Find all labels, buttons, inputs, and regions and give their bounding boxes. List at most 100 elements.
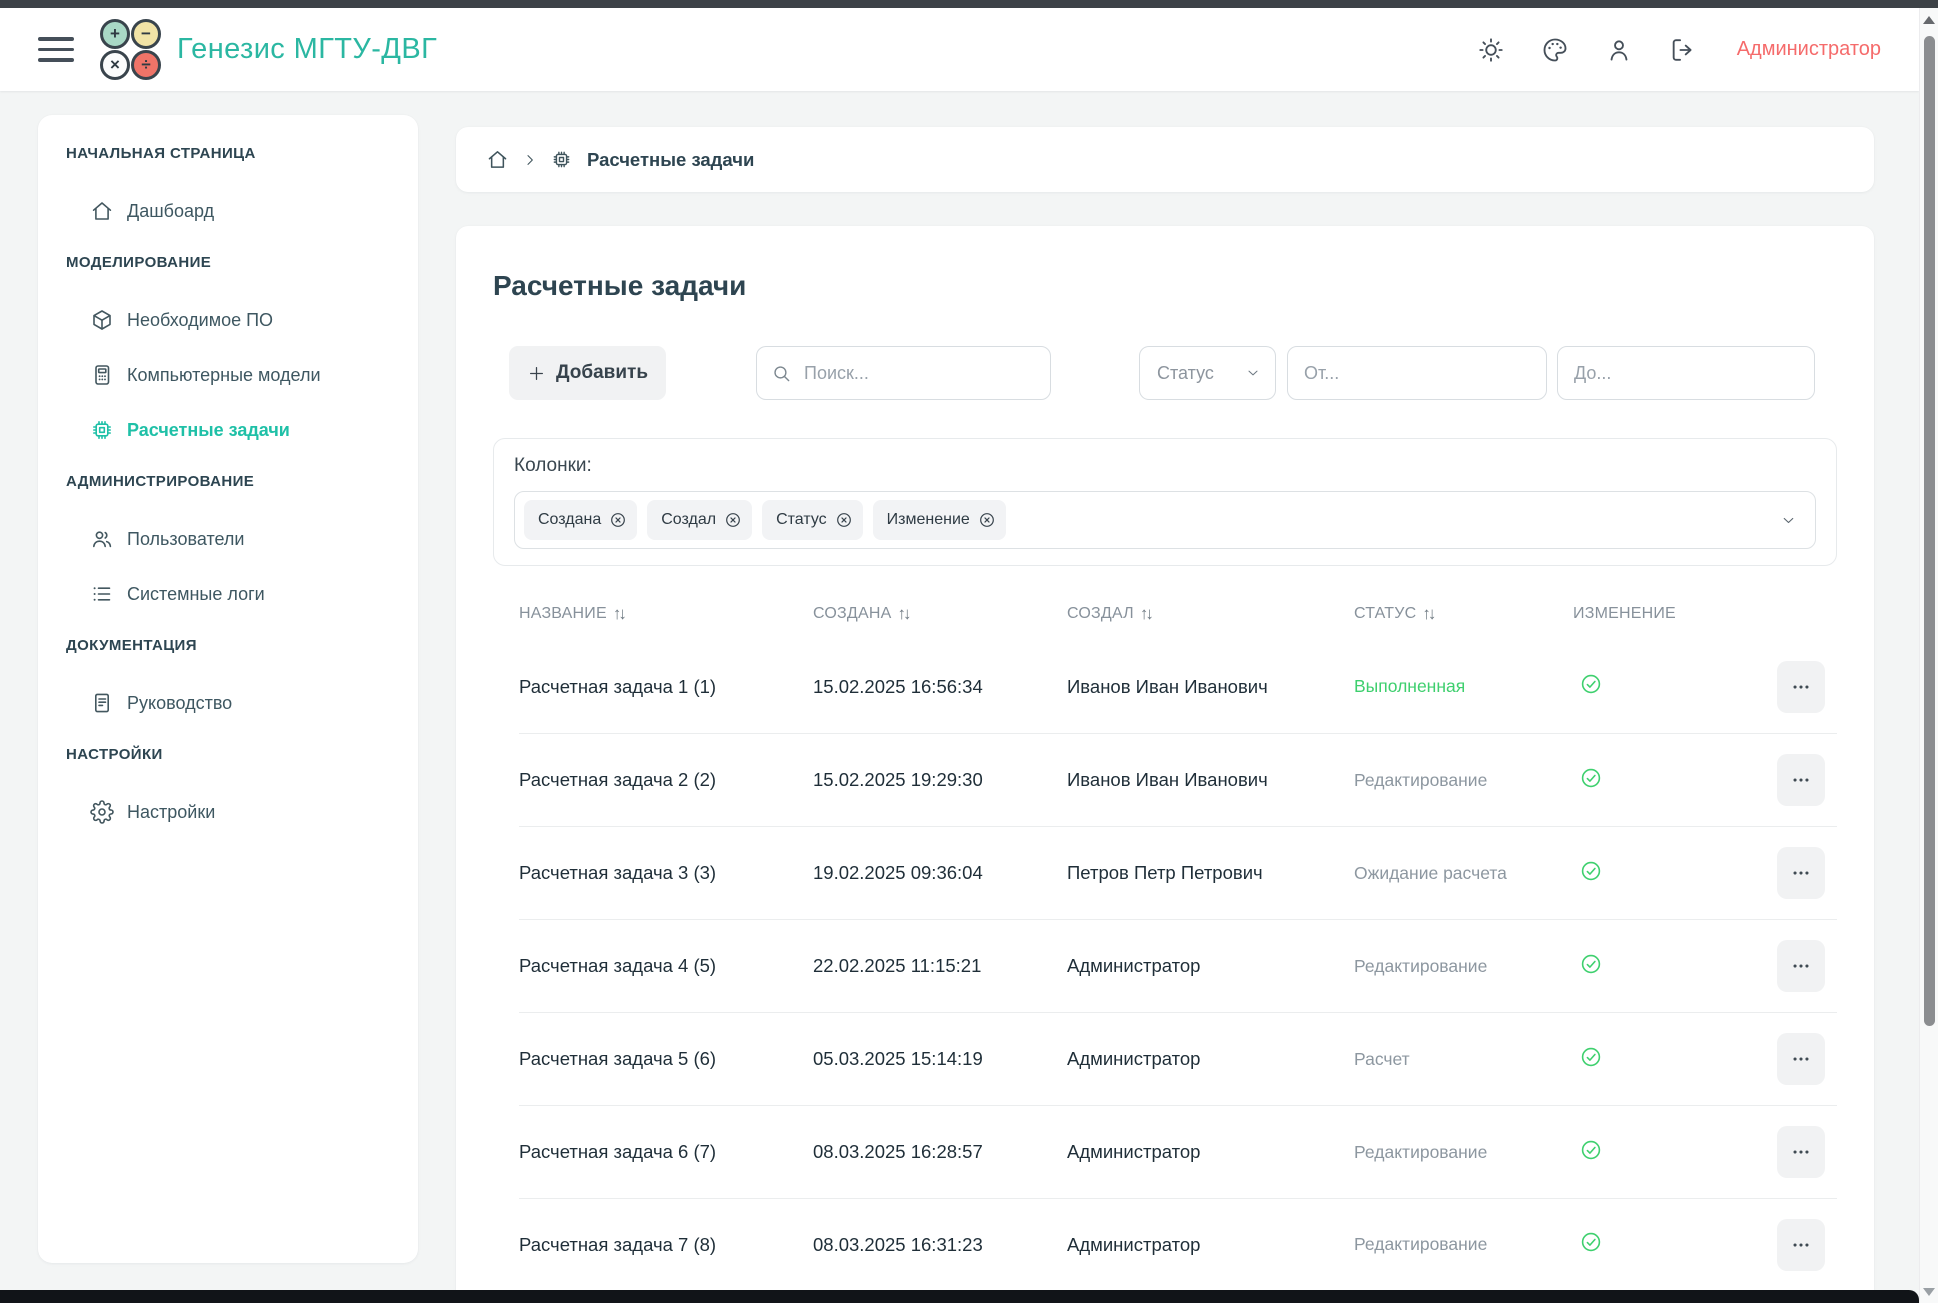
task-author-cell: Администратор [1067, 1141, 1201, 1162]
list-icon [90, 582, 114, 606]
page-title: Расчетные задачи [493, 270, 747, 301]
column-header: ИЗМЕНЕНИЕ [1573, 605, 1725, 623]
logo-divide-circle: ÷ [131, 50, 161, 80]
sort-arrows-icon: ↑↓ [612, 604, 627, 623]
remove-chip-icon[interactable] [609, 511, 627, 529]
sidebar-item-label: Пользователи [127, 528, 245, 549]
task-change-cell [1573, 859, 1725, 888]
sidebar-item-label: Настройки [127, 801, 216, 822]
check-circle-icon [1579, 952, 1603, 976]
table-row: Расчетная задача 7 (8) 08.03.2025 16:31:2… [519, 1198, 1837, 1291]
check-circle-icon [1579, 859, 1603, 883]
search-box [756, 346, 1051, 400]
sidebar-item-settings[interactable]: Настройки [90, 800, 390, 824]
task-actions-cell [1725, 1126, 1837, 1178]
logo-plus-circle: + [100, 19, 130, 49]
table-row: Расчетная задача 2 (2) 15.02.2025 19:29:3… [519, 733, 1837, 826]
row-actions-button[interactable] [1777, 660, 1825, 713]
task-change-cell [1573, 1138, 1725, 1167]
chip-icon [551, 149, 572, 170]
task-status-cell: Редактирование [1354, 1141, 1488, 1162]
theme-toggle-button[interactable] [1477, 36, 1505, 64]
window-top-strip [0, 0, 1938, 8]
sidebar-item-logs[interactable]: Системные логи [90, 582, 390, 606]
task-change-cell [1573, 672, 1725, 701]
home-icon[interactable] [486, 148, 509, 171]
remove-chip-icon[interactable] [835, 511, 853, 529]
column-header[interactable]: СОЗДАНА ↑↓ [813, 604, 1067, 624]
sidebar-section-label: НАЧАЛЬНАЯ СТРАНИЦА [66, 145, 256, 162]
sidebar-item-users[interactable]: Пользователи [90, 527, 390, 551]
logout-button[interactable] [1669, 36, 1697, 64]
ellipsis-icon [1790, 862, 1812, 884]
header-actions: Администратор [1477, 36, 1881, 64]
status-filter-label: Статус [1157, 362, 1214, 383]
columns-expand-icon[interactable] [1780, 512, 1797, 529]
sidebar-item-label: Руководство [127, 692, 233, 713]
chevron-down-icon [1245, 365, 1261, 381]
row-actions-button[interactable] [1777, 1033, 1825, 1085]
table-row: Расчетная задача 4 (5) 22.02.2025 11:15:2… [519, 919, 1837, 1012]
ellipsis-icon [1790, 676, 1812, 698]
book-icon [90, 691, 114, 715]
row-actions-button[interactable] [1777, 1126, 1825, 1178]
sidebar-section-label: АДМИНИСТРИРОВАНИЕ [66, 473, 255, 490]
row-actions-button[interactable] [1777, 754, 1825, 806]
sidebar-item-dashboard[interactable]: Дашбоард [90, 199, 390, 223]
profile-button[interactable] [1605, 36, 1633, 64]
sidebar-item-tasks[interactable]: Расчетные задачи [90, 418, 390, 442]
ellipsis-icon [1790, 955, 1812, 977]
task-actions-cell [1725, 660, 1837, 713]
column-header-label: ИЗМЕНЕНИЕ [1573, 605, 1676, 622]
task-status-cell: Расчет [1354, 1048, 1410, 1069]
sidebar-item-models[interactable]: Компьютерные модели [90, 363, 390, 387]
scroll-up-arrow-icon[interactable] [1923, 16, 1935, 24]
task-created-cell: 15.02.2025 16:56:34 [813, 675, 983, 697]
tasks-panel: Расчетные задачи Добавить Статус [456, 226, 1874, 1303]
column-chip-label: Создана [538, 511, 602, 528]
column-header[interactable]: НАЗВАНИЕ ↑↓ [519, 604, 813, 624]
menu-toggle-button[interactable] [38, 37, 74, 62]
sidebar-item-label: Системные логи [127, 583, 265, 604]
task-created-cell: 08.03.2025 16:31:23 [813, 1233, 983, 1255]
column-header-label: СОЗДАНА [813, 605, 892, 622]
column-chip: Создал [647, 500, 753, 540]
row-actions-button[interactable] [1777, 1218, 1825, 1271]
vertical-scrollbar [1919, 8, 1938, 1303]
add-task-label: Добавить [555, 362, 649, 383]
date-to-input[interactable] [1557, 346, 1815, 400]
column-header[interactable]: СТАТУС ↑↓ [1354, 604, 1573, 624]
remove-chip-icon[interactable] [724, 511, 742, 529]
main-column: Расчетные задачи Расчетные задачи Добави… [456, 91, 1874, 1303]
add-task-button[interactable]: Добавить [509, 346, 666, 400]
sidebar-item-label: Дашбоард [127, 200, 215, 221]
column-header[interactable]: СОЗДАЛ ↑↓ [1067, 604, 1354, 624]
status-filter-select[interactable]: Статус [1139, 346, 1276, 400]
check-circle-icon [1579, 766, 1603, 790]
scrollbar-thumb[interactable] [1924, 36, 1935, 1026]
task-author-cell: Администратор [1067, 1048, 1201, 1069]
date-from-input[interactable] [1287, 346, 1547, 400]
breadcrumb: Расчетные задачи [456, 127, 1874, 192]
remove-chip-icon[interactable] [978, 511, 996, 529]
task-status-cell: Редактирование [1354, 1234, 1488, 1254]
palette-button[interactable] [1541, 36, 1569, 64]
column-chip: Статус [762, 500, 863, 540]
search-input[interactable] [802, 361, 1036, 385]
row-actions-button[interactable] [1777, 847, 1825, 899]
logo-times-circle: × [100, 50, 130, 80]
sidebar: НАЧАЛЬНАЯ СТРАНИЦА Дашбоард МОДЕЛИРОВАНИЕ Н… [38, 115, 418, 1263]
plus-icon [527, 364, 546, 383]
sidebar-item-software[interactable]: Необходимое ПО [90, 308, 390, 332]
table-row: Расчетная задача 3 (3) 19.02.2025 09:36:0… [519, 826, 1837, 919]
task-actions-cell [1725, 940, 1837, 992]
sidebar-item-manual[interactable]: Руководство [90, 691, 390, 715]
scroll-down-arrow-icon[interactable] [1923, 1288, 1935, 1296]
task-change-cell [1573, 952, 1725, 981]
check-circle-icon [1579, 1230, 1603, 1254]
app-header: + − × ÷ Генезис МГТУ-ДВГ Администратор [0, 8, 1919, 91]
row-actions-button[interactable] [1777, 940, 1825, 992]
columns-panel-label: Колонки: [514, 455, 592, 476]
sort-arrows-icon: ↑↓ [1139, 604, 1154, 623]
sidebar-item-label: Компьютерные модели [127, 364, 321, 385]
